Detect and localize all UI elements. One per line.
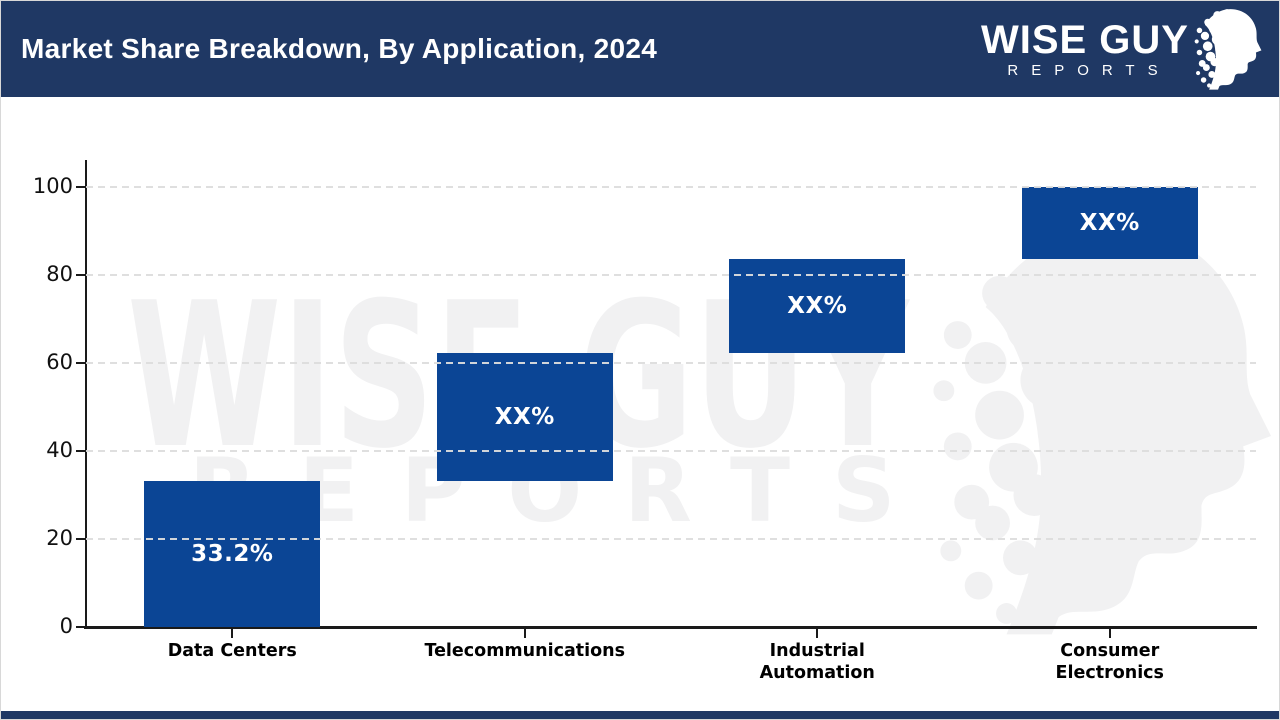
- brand-subname: REPORTS: [1007, 62, 1171, 79]
- gridline-80: [86, 274, 1256, 276]
- category-label: Consumer Electronics: [995, 640, 1225, 684]
- category-label-line: Electronics: [1055, 663, 1164, 683]
- bar-value-label: 33.2%: [191, 540, 274, 567]
- y-tick-mark: [76, 538, 85, 540]
- category-label-line: Telecommunications: [424, 641, 626, 661]
- bar-value-label: XX%: [1079, 210, 1140, 237]
- category-label: Telecommunications: [410, 640, 640, 662]
- brand-face-icon: [1194, 9, 1262, 90]
- y-tick-label: 20: [46, 526, 73, 550]
- y-tick-mark: [76, 186, 85, 188]
- x-tick-mark: [523, 629, 526, 638]
- category-label-line: Automation: [759, 663, 875, 683]
- bar-segment: 33.2%: [144, 480, 321, 627]
- y-tick-mark: [76, 362, 85, 364]
- category-label-line: Data Centers: [167, 641, 297, 661]
- gridline-100: [86, 186, 1256, 188]
- bar-segment: XX%: [436, 352, 613, 481]
- gridline-60: [86, 362, 1256, 364]
- y-tick-label: 80: [46, 262, 73, 286]
- category-label-line: Consumer: [1060, 641, 1160, 661]
- y-tick-mark: [76, 274, 85, 276]
- x-tick-mark: [816, 629, 819, 638]
- gridline-40: [86, 450, 1256, 452]
- y-tick-label: 60: [46, 350, 73, 374]
- x-axis-line: [84, 626, 1257, 629]
- bar-segment: XX%: [1021, 187, 1198, 260]
- gridline-20: [86, 538, 1256, 540]
- header-bar: Market Share Breakdown, By Application, …: [1, 1, 1279, 97]
- x-tick-mark: [231, 629, 234, 638]
- y-tick-label: 40: [46, 438, 73, 462]
- category-label: Data Centers: [117, 640, 347, 662]
- brand-logo: WISE GUY REPORTS: [981, 7, 1269, 91]
- brand-name: WISE GUY: [980, 18, 1189, 62]
- y-tick-label: 100: [32, 174, 73, 198]
- category-label-line: Industrial: [769, 641, 865, 661]
- y-tick-mark: [76, 450, 85, 452]
- y-tick-label: 0: [59, 614, 73, 638]
- footer-bar: [1, 711, 1279, 719]
- y-tick-mark: [76, 626, 85, 628]
- brand-logo-text: WISE GUY REPORTS: [981, 19, 1189, 79]
- bar-value-label: XX%: [494, 403, 555, 430]
- x-tick-mark: [1108, 629, 1111, 638]
- chart-title: Market Share Breakdown, By Application, …: [21, 33, 658, 64]
- category-label: Industrial Automation: [702, 640, 932, 684]
- bar-value-label: XX%: [787, 293, 848, 320]
- y-axis-line: [85, 160, 87, 628]
